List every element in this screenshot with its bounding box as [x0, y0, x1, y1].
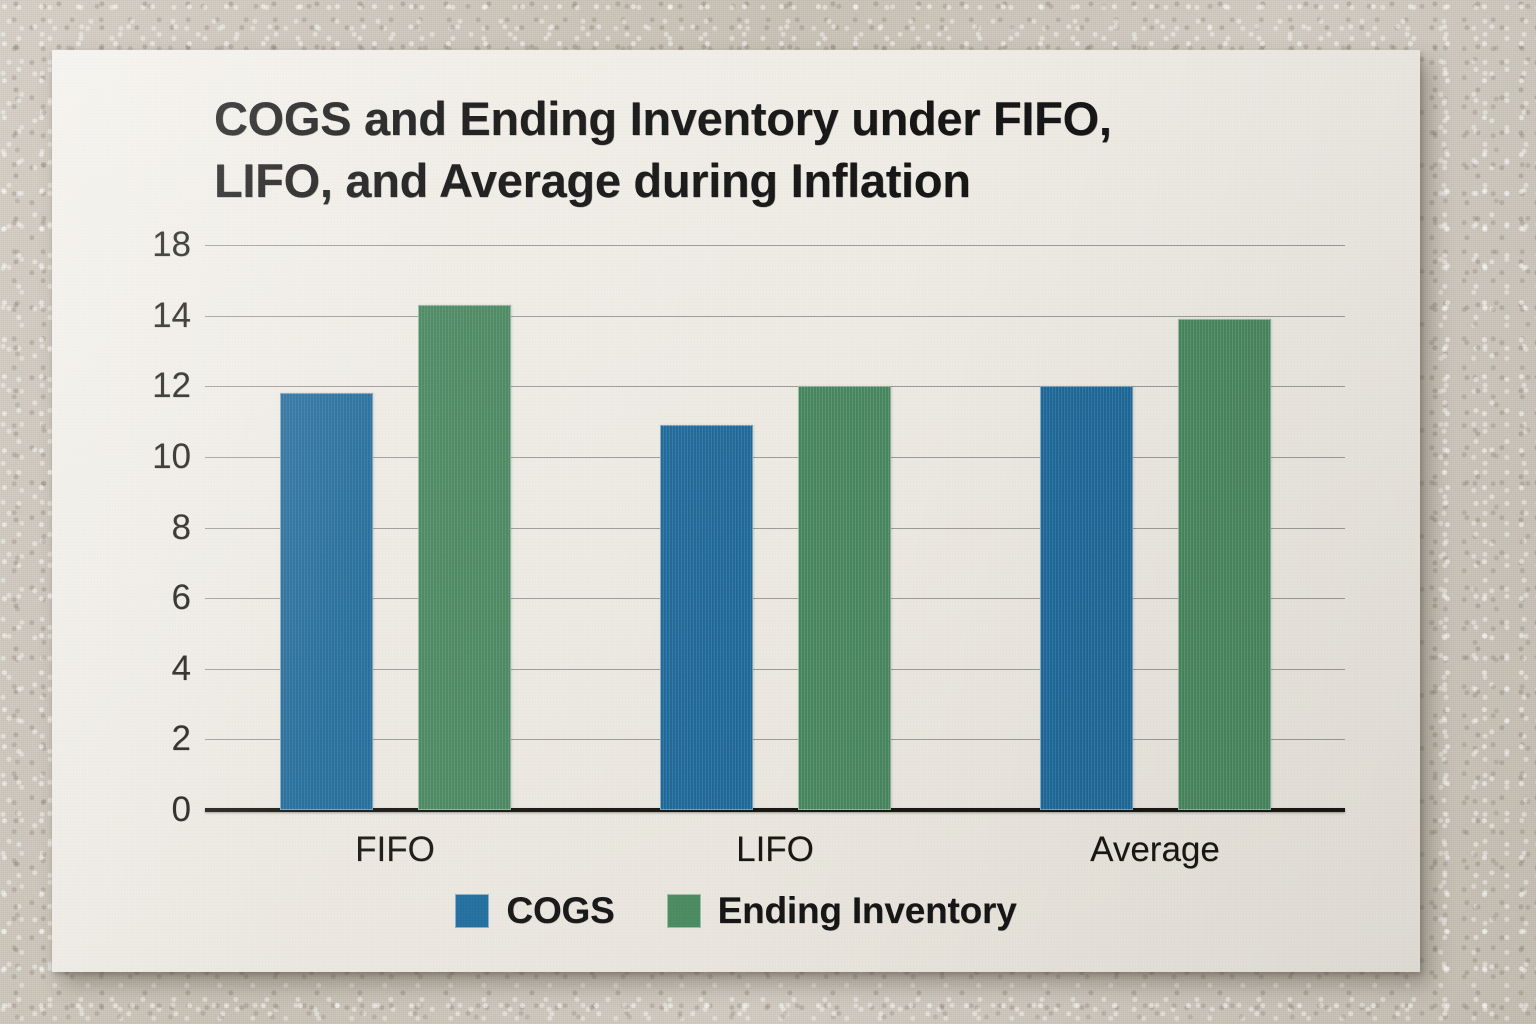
- y-axis-tick-label: 2: [171, 719, 191, 759]
- x-axis-tick-label-fifo: FIFO: [355, 830, 435, 869]
- gridline: [205, 245, 1345, 246]
- gridline: [205, 386, 1345, 388]
- bar-lifo-cogs: [659, 425, 753, 810]
- bar-fifo-ending-inventory: [417, 305, 511, 810]
- chart-title-line-2: LIFO, and Average during Inflation: [214, 154, 971, 208]
- y-axis-tick-label: 6: [171, 578, 191, 618]
- y-axis-tick-label: 18: [152, 225, 191, 264]
- y-axis-tick-label: 10: [152, 436, 191, 476]
- bar-average-cogs: [1039, 386, 1133, 810]
- bar-lifo-ending-inventory: [797, 386, 891, 810]
- y-axis-tick-label: 0: [171, 790, 191, 829]
- y-axis-tick-label: 8: [171, 507, 191, 547]
- gridline: [205, 315, 1345, 317]
- x-axis-line: [205, 808, 1345, 812]
- y-axis-tick-label: 14: [152, 295, 191, 335]
- y-axis-tick-label: 4: [171, 648, 191, 688]
- legend-item-cogs: COGS: [455, 890, 615, 932]
- y-axis-tick-label: 12: [152, 366, 191, 406]
- gridline: [205, 456, 1345, 458]
- legend-item-ending-inventory: Ending Inventory: [666, 890, 1017, 932]
- x-axis-tick-label-average: Average: [1090, 830, 1220, 869]
- chart-title-line-1: COGS and Ending Inventory under FIFO,: [214, 92, 1112, 145]
- chart-title: COGS and Ending Inventory under FIFO, LI…: [214, 88, 1334, 212]
- chart-legend: COGS Ending Inventory: [52, 890, 1420, 932]
- chart-poster-card: COGS and Ending Inventory under FIFO, LI…: [52, 50, 1420, 972]
- bar-fifo-cogs: [279, 393, 373, 810]
- gridline: [205, 739, 1345, 741]
- legend-label: Ending Inventory: [717, 890, 1017, 931]
- gridline: [205, 598, 1345, 600]
- x-axis-tick-label-lifo: LIFO: [736, 830, 814, 869]
- gridline: [205, 668, 1345, 670]
- bar-average-ending-inventory: [1177, 319, 1271, 810]
- legend-swatch-icon: [666, 894, 701, 928]
- legend-label: COGS: [506, 890, 615, 931]
- gridline: [205, 527, 1345, 529]
- legend-swatch-icon: [455, 894, 490, 928]
- plot-area: 18 14 12 10 8 6 4 2 0 FIFO LIFO Average: [152, 225, 1345, 869]
